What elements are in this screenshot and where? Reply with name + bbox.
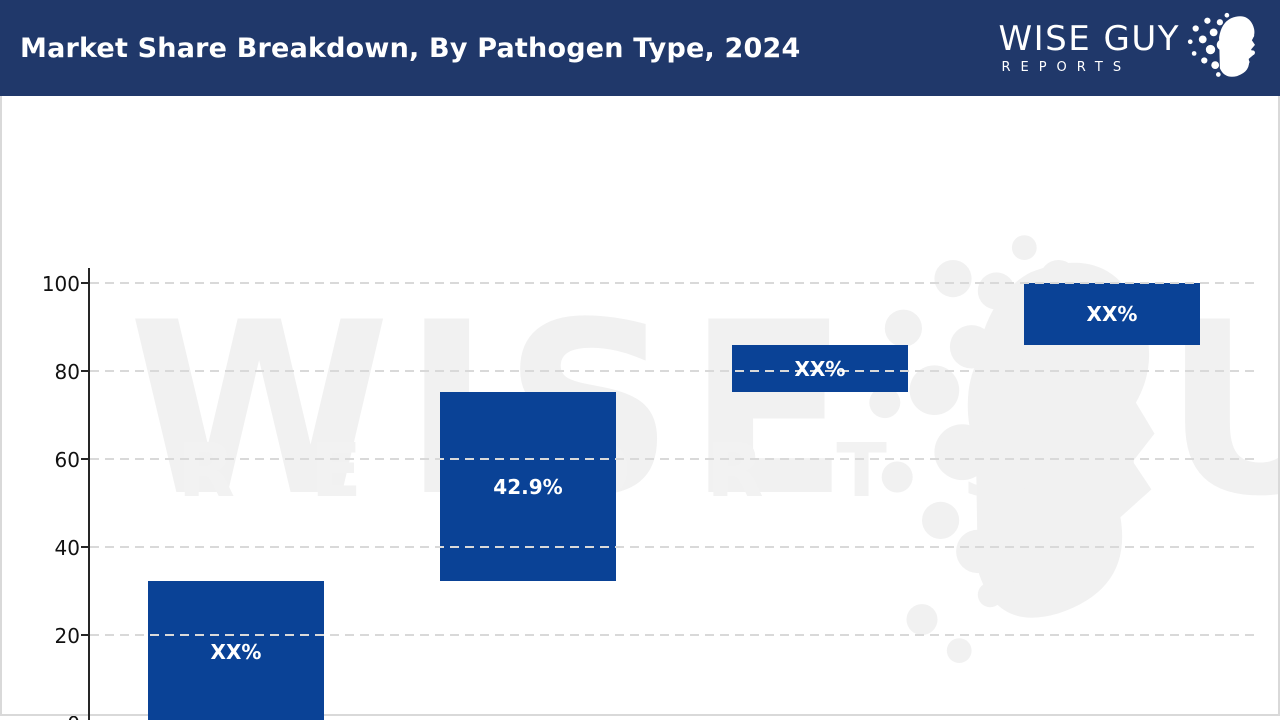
gridline-60: [90, 458, 1258, 460]
bar-value-label: XX%: [794, 356, 846, 381]
bar-bacterial: [148, 580, 324, 720]
y-tick-label-40: 40: [54, 536, 80, 560]
gridline-20: [90, 634, 1258, 636]
y-tick-label-100: 100: [41, 272, 80, 296]
logo-face-icon: [1187, 12, 1255, 77]
y-tick-20: [81, 634, 89, 636]
gridline-80: [90, 370, 1258, 372]
y-axis-line: [88, 268, 90, 720]
plot-area: 020406080100XX%Bacterial42.9%ViralXX%Fun…: [42, 268, 1258, 720]
y-tick-60: [81, 458, 89, 460]
watermark-face-icon: [869, 235, 1155, 663]
bar-value-label: XX%: [1086, 302, 1138, 327]
y-tick-label-20: 20: [54, 624, 80, 648]
page-frame-bottom: [0, 714, 1280, 716]
gridline-100: [90, 282, 1258, 284]
y-tick-100: [81, 282, 89, 284]
chart-area: WISE GUY REPORTS 020406080100XX%Bacteria…: [0, 96, 1280, 720]
logo-line1: WISE GUY: [998, 18, 1180, 59]
page-title: Market Share Breakdown, By Pathogen Type…: [20, 32, 801, 64]
y-tick-40: [81, 546, 89, 548]
logo-line2: REPORTS: [1001, 59, 1132, 75]
y-tick-label-80: 80: [54, 360, 80, 384]
logo-wordmark: WISE GUY REPORTS: [998, 22, 1180, 75]
bar-fungal: [732, 345, 908, 393]
y-tick-80: [81, 370, 89, 372]
bar-parasitic: [1024, 283, 1200, 346]
gridline-40: [90, 546, 1258, 548]
bar-value-label: XX%: [210, 639, 262, 664]
bar-viral: [440, 392, 616, 581]
header: Market Share Breakdown, By Pathogen Type…: [0, 0, 1280, 96]
y-tick-label-0: 0: [10, 712, 80, 720]
wise-guy-logo: WISE GUY REPORTS: [998, 8, 1262, 88]
bar-value-label: 42.9%: [493, 474, 563, 499]
y-tick-label-60: 60: [54, 448, 80, 472]
